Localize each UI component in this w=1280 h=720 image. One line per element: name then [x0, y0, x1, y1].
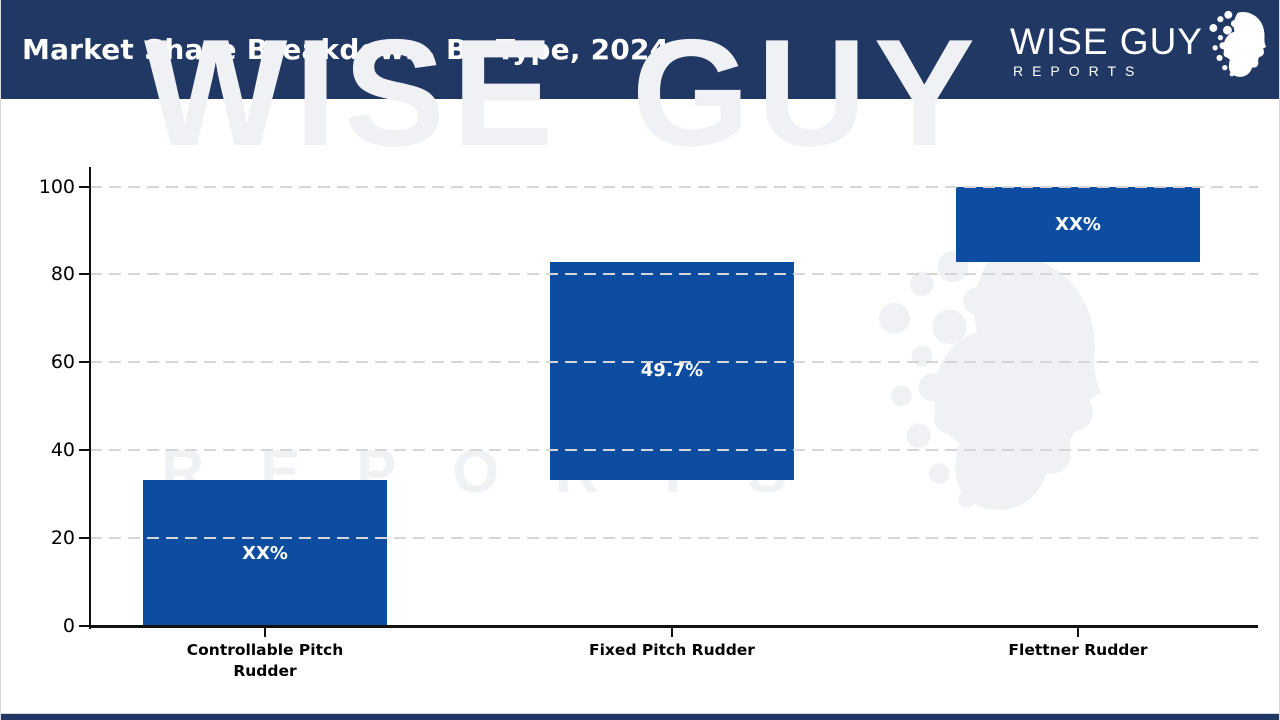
waterfall-bar: XX% — [143, 480, 387, 626]
page-title: Market Share Breakdown, By Type, 2024 — [22, 33, 670, 66]
x-tick — [264, 628, 266, 637]
category-label: Flettner Rudder — [1008, 641, 1148, 659]
y-axis — [89, 166, 91, 629]
page-border — [1, 713, 1279, 714]
y-tick — [79, 185, 89, 188]
waterfall-bar: XX% — [956, 186, 1200, 262]
y-gridline — [90, 273, 1258, 276]
x-tick — [671, 628, 673, 637]
category-label: Controllable Pitch Rudder — [186, 641, 344, 680]
y-tick-label: 20 — [50, 527, 75, 550]
x-axis — [89, 625, 1258, 628]
watermark-face-icon — [878, 250, 1102, 510]
logo-subtext: REPORTS — [1012, 62, 1144, 79]
y-gridline — [90, 537, 1258, 540]
y-tick — [79, 537, 89, 540]
waterfall-bar: 49.7% — [550, 261, 794, 481]
y-tick-label: 80 — [50, 263, 75, 286]
logo-wordmark: WISE GUY — [1009, 20, 1203, 62]
y-tick — [79, 449, 89, 452]
y-tick-label: 0 — [62, 615, 75, 637]
y-tick-label: 100 — [38, 175, 75, 198]
y-gridline — [90, 361, 1258, 364]
x-tick — [1077, 628, 1079, 637]
category-label: Fixed Pitch Rudder — [589, 641, 755, 659]
bar-value-label: XX% — [242, 542, 288, 564]
y-tick-label: 40 — [50, 439, 75, 462]
logo-text: WISE GUY REPORTS — [1010, 23, 1203, 78]
bar-value-label: XX% — [1055, 213, 1101, 235]
bar-value-label: 49.7% — [640, 360, 704, 382]
logo-face-icon — [1209, 10, 1267, 77]
y-tick — [79, 625, 89, 627]
y-tick-label: 60 — [50, 351, 75, 374]
y-tick — [79, 273, 89, 276]
y-gridline — [90, 185, 1258, 188]
chart-area: WISE GUY REPORTS 0 20 40 60 80 100 XX% 49.7% XX%… — [1, 8, 1279, 714]
footer-bar — [1, 714, 1279, 720]
wise-guy-logo: WISE GUY REPORTS — [1010, 6, 1269, 94]
y-tick — [79, 361, 89, 364]
watermark-wordmark: WISE GUY — [144, 8, 983, 178]
report-header: Market Share Breakdown, By Type, 2024 WI… — [1, 0, 1279, 99]
y-gridline — [90, 449, 1258, 452]
